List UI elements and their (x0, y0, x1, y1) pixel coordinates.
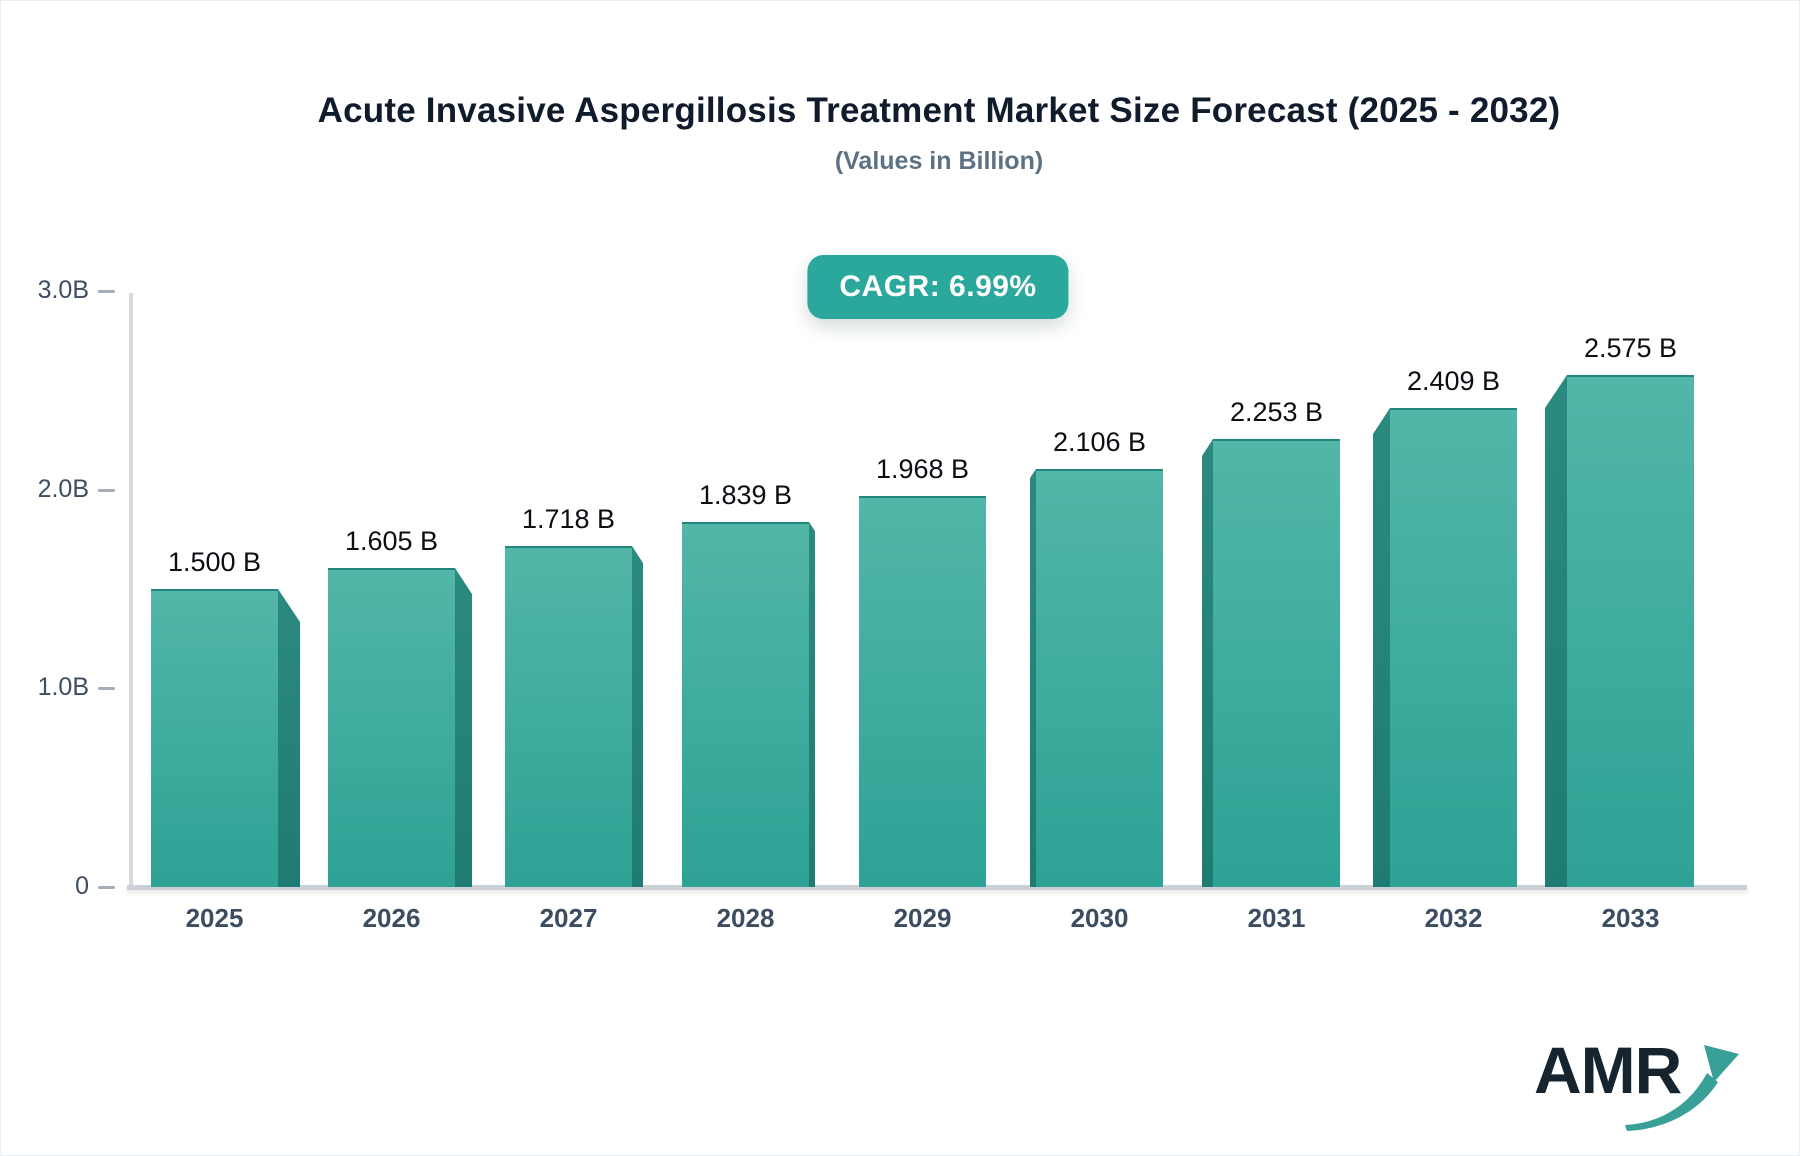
bar-3d-side (1373, 408, 1390, 887)
bar-2029 (859, 496, 986, 887)
x-tick-label: 2032 (1424, 903, 1483, 933)
amr-logo: AMR (1534, 1029, 1744, 1131)
bar-2031 (1213, 439, 1340, 887)
y-tick-mark (98, 687, 115, 691)
bar-value-label: 1.605 B (344, 526, 439, 556)
growth-arrow-icon (1625, 1045, 1739, 1131)
bar-value-label: 2.575 B (1583, 333, 1678, 363)
bar-3d-side (632, 546, 643, 887)
bar-3d-side (455, 568, 472, 887)
bar-2028 (682, 522, 809, 887)
x-tick-label: 2033 (1601, 903, 1660, 933)
chart-subtitle: (Values in Billion) (834, 147, 1044, 175)
chart-header: Acute Invasive Aspergillosis Treatment M… (131, 91, 1747, 176)
y-tick-label: 2.0B (37, 474, 89, 503)
y-tick-mark (98, 488, 115, 492)
y-tick-label: 3.0B (37, 276, 89, 304)
bar-3d-side (1202, 439, 1213, 887)
bar-2030 (1036, 469, 1163, 887)
x-tick-label: 2026 (362, 903, 421, 933)
x-axis-baseline (127, 885, 1747, 890)
y-tick-mark (98, 290, 115, 293)
bar-3d-side (1545, 375, 1567, 887)
x-tick-label: 2031 (1247, 903, 1306, 933)
amr-logo-text: AMR (1534, 1033, 1682, 1107)
y-axis-line (129, 293, 133, 887)
x-tick-label: 2025 (185, 903, 244, 933)
bar-2025 (151, 589, 278, 887)
cagr-badge: CAGR: 6.99% (807, 255, 1069, 319)
bar-3d-side (278, 589, 300, 887)
x-tick-label: 2027 (539, 903, 598, 933)
bar-value-label: 2.409 B (1406, 366, 1501, 396)
bar-3d-side (1030, 469, 1036, 887)
bar-2033 (1567, 375, 1694, 887)
bar-2027 (505, 546, 632, 887)
y-tick-mark (98, 886, 115, 889)
bar-2026 (328, 568, 455, 887)
bar-value-label: 2.106 B (1052, 427, 1147, 457)
bar-3d-side (809, 522, 815, 887)
x-tick-label: 2030 (1070, 903, 1129, 933)
x-tick-label: 2028 (716, 903, 775, 933)
bar-value-label: 1.500 B (167, 547, 262, 577)
x-tick-label: 2029 (893, 903, 952, 933)
bar-2032 (1390, 408, 1517, 887)
chart-title: Acute Invasive Aspergillosis Treatment M… (317, 91, 1561, 130)
y-tick-label: 1.0B (37, 673, 89, 702)
y-tick-label: 0 (75, 872, 89, 900)
bar-value-label: 1.839 B (698, 480, 793, 510)
bar-value-label: 1.968 B (875, 454, 970, 484)
bar-value-label: 1.718 B (521, 504, 616, 534)
bar-value-label: 2.253 B (1229, 397, 1324, 427)
